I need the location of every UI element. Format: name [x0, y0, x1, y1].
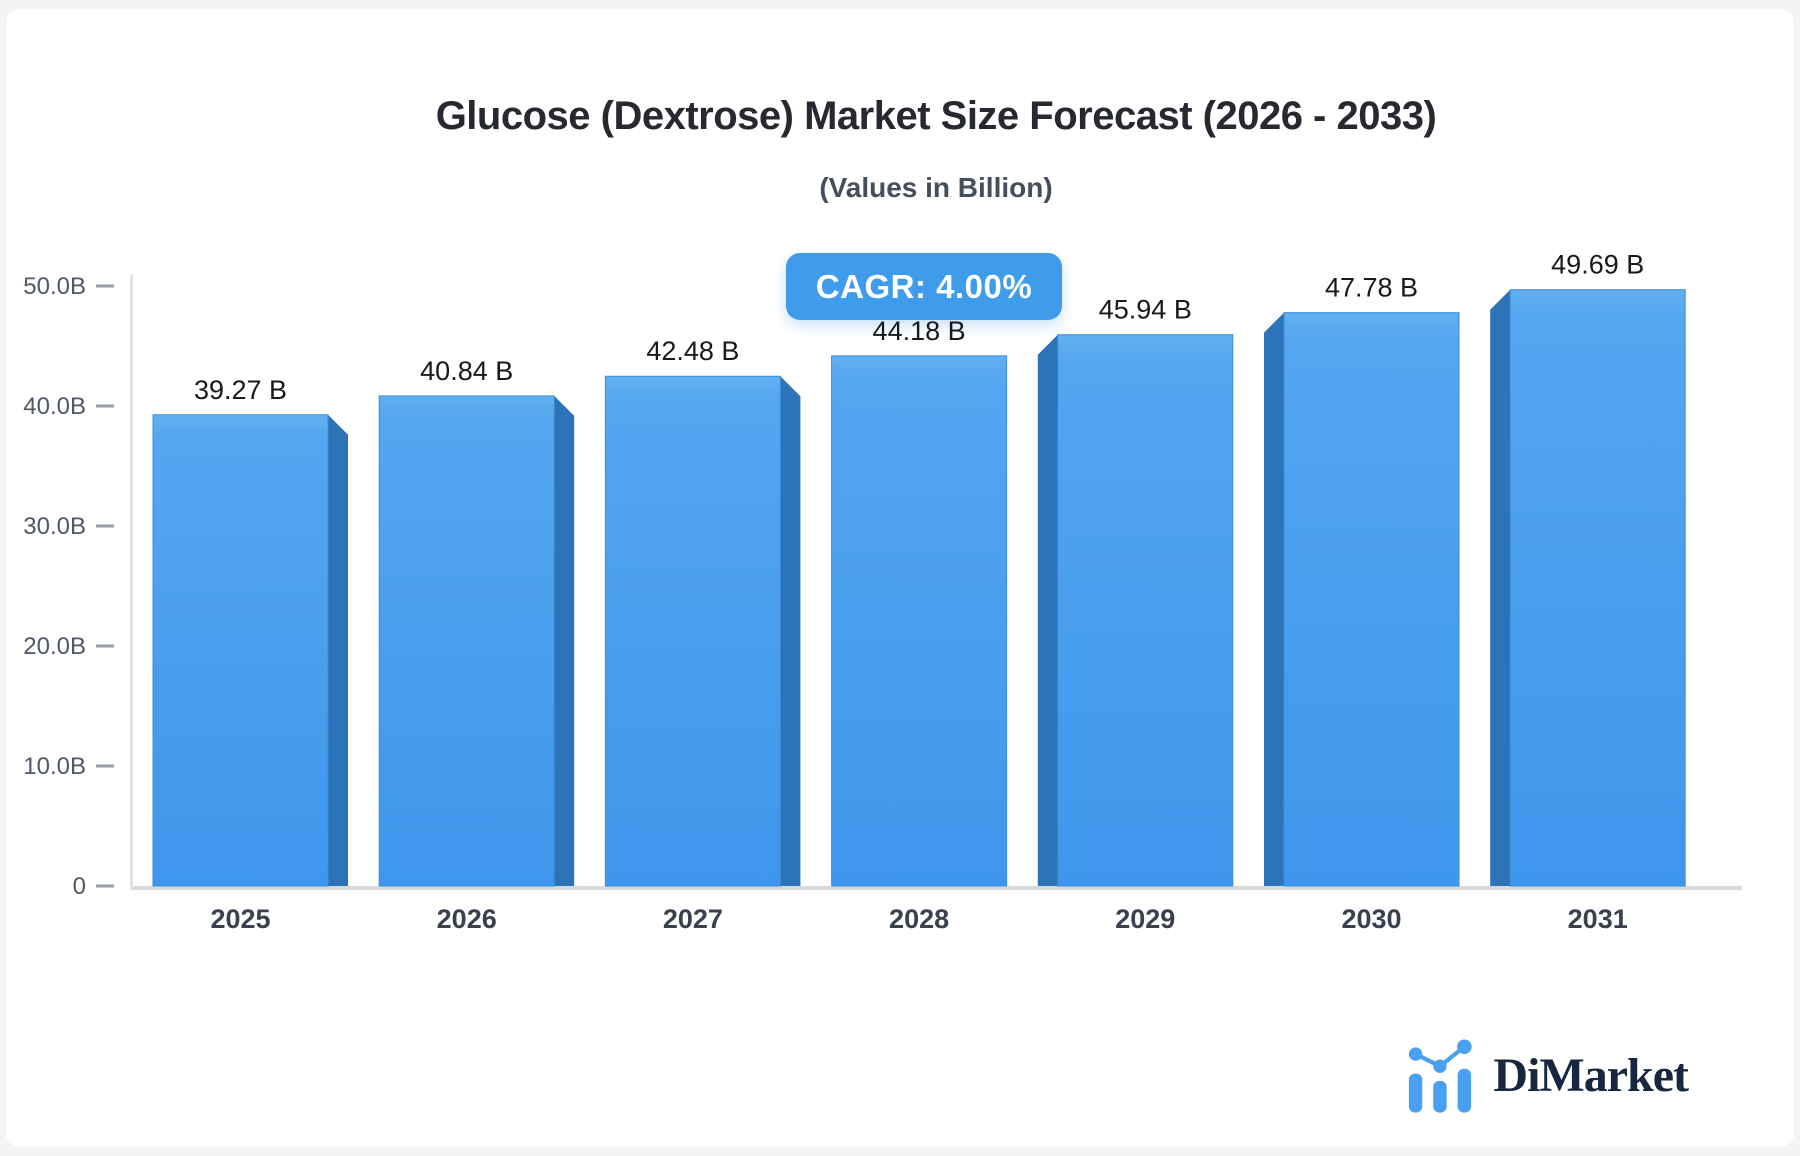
bar-value-label: 40.84 B: [420, 356, 513, 386]
bar-side-face: [780, 376, 801, 886]
cagr-badge-label: CAGR: 4.00%: [815, 267, 1033, 305]
bar-value-label: 44.18 B: [873, 316, 966, 346]
y-tick-label: 10.0B: [23, 753, 86, 780]
axis-baseline: [130, 886, 1742, 890]
bar-group-2026: 40.84 B 2026: [378, 356, 575, 934]
y-tick-mark: [96, 404, 114, 408]
bar-side-face: [328, 414, 348, 886]
x-axis-label: 2029: [1115, 904, 1175, 934]
logo-bar: [1458, 1068, 1472, 1113]
bar-value-label: 39.27 B: [194, 375, 287, 405]
bar-group-2030: 47.78 B 2030: [1264, 273, 1460, 934]
y-tick-mark: [96, 884, 114, 888]
bar-value-label: 45.94 B: [1099, 295, 1192, 325]
x-axis-label: 2025: [210, 904, 270, 934]
cagr-badge: CAGR: 4.00%: [786, 253, 1062, 320]
y-tick-label: 30.0B: [23, 513, 86, 540]
bar-side-face: [554, 395, 575, 886]
bar-group-2027: 42.48 B 2027: [604, 336, 801, 934]
dimarket-logo: DiMarket: [1406, 1036, 1689, 1116]
y-tick-label: 40.0B: [23, 393, 86, 420]
y-tick-mark: [96, 524, 114, 528]
bar-face: [1057, 334, 1234, 887]
x-axis-label: 2028: [889, 904, 949, 934]
x-axis-label: 2031: [1568, 904, 1628, 934]
y-axis-line: [130, 274, 133, 890]
logo-bar: [1409, 1073, 1423, 1113]
y-tick-mark: [96, 644, 114, 648]
bar-face: [378, 395, 555, 887]
x-axis-label: 2030: [1341, 904, 1401, 934]
x-axis-label: 2027: [663, 904, 723, 934]
y-tick-label: 0: [73, 873, 86, 900]
bar-value-label: 42.48 B: [646, 336, 739, 366]
chart-subtitle: (Values in Billion): [819, 172, 1053, 203]
logo-dot: [1433, 1059, 1448, 1073]
y-tick-mark: [96, 764, 114, 768]
bar-side-face: [1037, 334, 1058, 887]
bar-side-face: [1490, 289, 1511, 887]
bar-chart-trend-icon: [1409, 1039, 1473, 1113]
bar-face: [1283, 312, 1460, 887]
bar-value-label: 47.78 B: [1325, 273, 1418, 303]
logo-dot: [1457, 1039, 1473, 1055]
bar-group-2028: 44.18 B 2028: [831, 316, 1008, 934]
logo-dot: [1409, 1047, 1423, 1061]
bar-value-label: 49.69 B: [1551, 250, 1644, 280]
y-tick-mark: [96, 284, 114, 288]
bar-group-2029: 45.94 B 2029: [1037, 295, 1234, 934]
y-tick-label: 50.0B: [23, 273, 86, 300]
y-tick-label: 20.0B: [23, 633, 86, 660]
chart-title: Glucose (Dextrose) Market Size Forecast …: [435, 94, 1437, 138]
bar-face: [604, 375, 781, 887]
bar-face: [152, 414, 329, 887]
bar-face: [831, 355, 1008, 887]
logo-bar: [1433, 1080, 1448, 1113]
bar-face: [1509, 289, 1686, 887]
x-axis-label: 2026: [437, 904, 497, 934]
logo-text: DiMarket: [1493, 1049, 1689, 1102]
bar-side-face: [1264, 312, 1284, 886]
bar-group-2025: 39.27 B 2025: [152, 375, 348, 934]
bar-group-2031: 49.69 B 2031: [1490, 250, 1686, 934]
